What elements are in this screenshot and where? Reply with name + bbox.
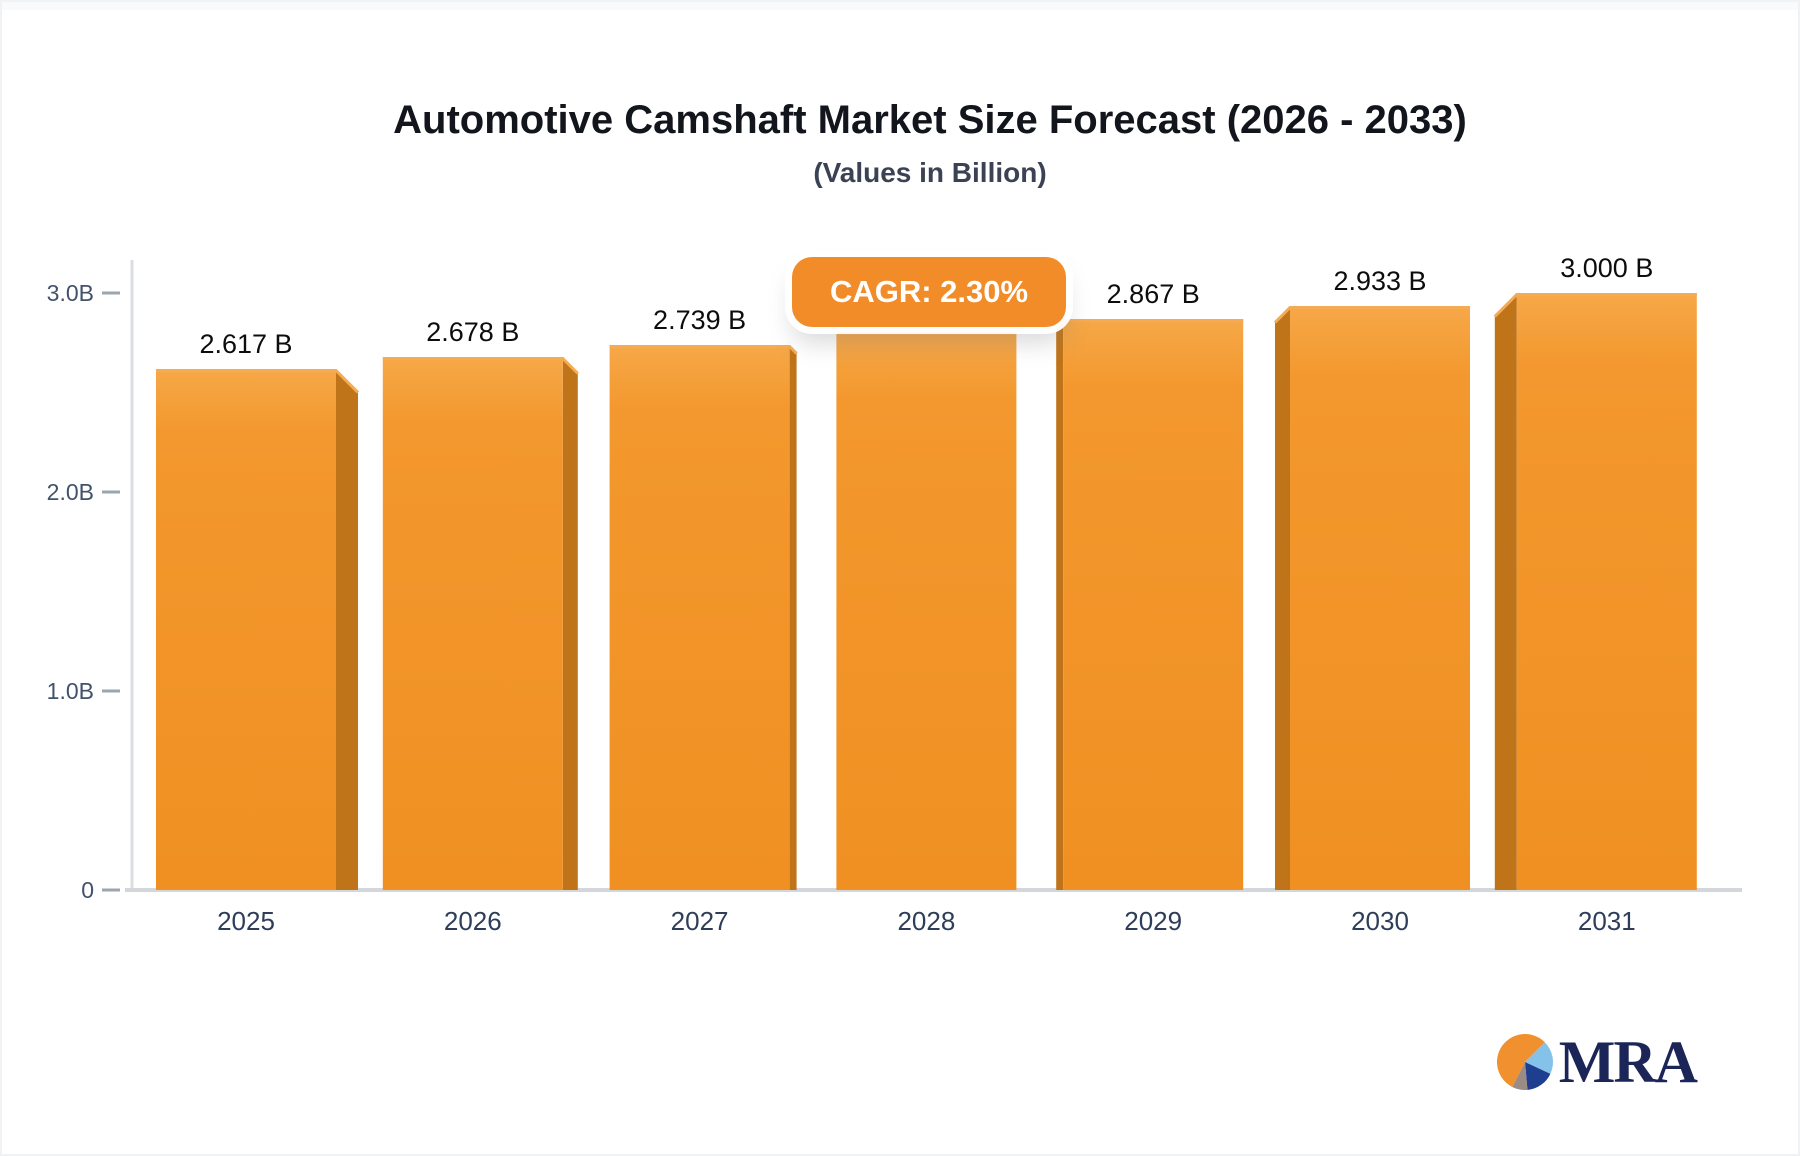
bar-top-highlight [382,357,579,375]
x-tick-label-2027: 2027 [671,906,729,936]
x-tick-label-2028: 2028 [897,906,955,936]
y-tick-label: 1.0B [47,678,94,704]
y-tick-label: 0 [81,877,94,903]
bar-value-label-2026: 2.678 B [426,317,519,347]
page-top-strip [2,2,1798,10]
bar-2027[interactable] [609,345,790,890]
bar-value-label-2030: 2.933 B [1333,266,1426,296]
logo-pie-icon [1496,1034,1553,1090]
cagr-badge-label: CAGR: 2.30% [829,274,1029,309]
bars-layer [156,293,1697,890]
chart-header: Automotive Camshaft Market Size Forecast… [58,98,1798,189]
bar-top-highlight [1055,319,1244,329]
bar-value-label-2027: 2.739 B [653,305,746,335]
y-tick-label: 2.0B [47,479,94,505]
bar-side-2030 [1275,306,1290,890]
y-tick-label: 3.0B [47,280,94,306]
bar-side-2029 [1056,319,1064,890]
bar-2031[interactable] [1516,293,1697,890]
company-logo[interactable]: MRA [1495,1029,1698,1095]
bar-side-2027 [789,345,797,890]
cagr-badge: CAGR: 2.30% [792,257,1066,327]
logo-pie-slice [1524,1062,1551,1090]
bar-value-label-2025: 2.617 B [199,329,292,359]
logo-pie-slice [1511,1062,1528,1090]
x-tick-label-2031: 2031 [1578,906,1636,936]
bar-top-highlight [1273,306,1470,324]
bar-side-2026 [562,357,578,890]
logo-pie-slice [1496,1034,1545,1087]
chart-subtitle: (Values in Billion) [813,157,1047,188]
x-tick-label-2029: 2029 [1124,906,1182,936]
bar-2029[interactable] [1063,319,1244,890]
x-tick-label-2030: 2030 [1351,906,1409,936]
x-tick-label-2025: 2025 [217,906,275,936]
bar-value-labels: 2.617 B 2.678 B 2.739 B 2.867 B 2.933 B 3.000… [199,253,1653,359]
bar-top-highlight [1493,293,1697,318]
bar-top-highlight [609,345,798,355]
bar-top-highlight [156,369,360,394]
chart-title: Automotive Camshaft Market Size Forecast… [393,98,1467,142]
bar-value-label-2029: 2.867 B [1107,279,1200,309]
bar-value-label-2031: 3.000 B [1560,253,1653,283]
logo-pie-slice [1524,1042,1553,1074]
bar-2030[interactable] [1290,306,1470,890]
bar-2025[interactable] [156,369,336,890]
x-tick-label-2026: 2026 [444,906,502,936]
bar-2028[interactable] [836,332,1017,890]
axis-layer: 0 1.0B 2.0B 3.0B 2025 2026 2027 2028 2029 2030 203… [47,260,1742,936]
bar-side-2031 [1494,293,1517,890]
bar-2026[interactable] [382,357,563,890]
logo-text: MRA [1558,1029,1698,1095]
bar-side-2025 [336,369,358,890]
